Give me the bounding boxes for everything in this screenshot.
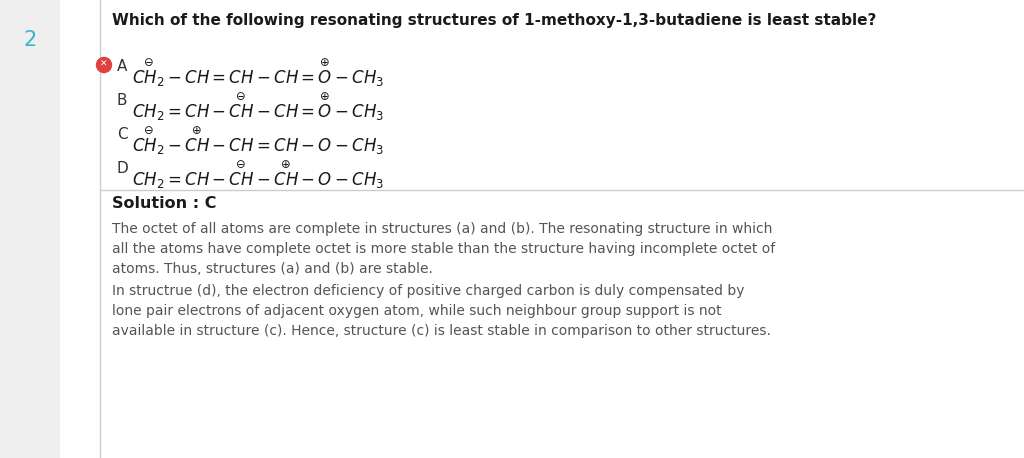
Text: $\overset{\ominus}{CH_2}-CH=CH-CH=\overset{\oplus}{O}-CH_3$: $\overset{\ominus}{CH_2}-CH=CH-CH=\overs… [132, 57, 384, 89]
Text: The octet of all atoms are complete in structures (a) and (b). The resonating st: The octet of all atoms are complete in s… [112, 222, 772, 236]
Text: Which of the following resonating structures of 1-methoxy-1,3-butadiene is least: Which of the following resonating struct… [112, 13, 877, 28]
Text: 2: 2 [24, 30, 37, 50]
Text: $\overset{\ominus}{CH_2}-\overset{\oplus}{CH}-CH=CH-O-CH_3$: $\overset{\ominus}{CH_2}-\overset{\oplus… [132, 125, 384, 157]
FancyBboxPatch shape [0, 0, 60, 458]
Text: $CH_2=CH-\overset{\ominus}{CH}-\overset{\oplus}{CH}-O-CH_3$: $CH_2=CH-\overset{\ominus}{CH}-\overset{… [132, 159, 384, 191]
Text: D: D [117, 161, 129, 176]
Text: all the atoms have complete octet is more stable than the structure having incom: all the atoms have complete octet is mor… [112, 242, 775, 256]
Text: A: A [117, 59, 127, 74]
Text: lone pair electrons of adjacent oxygen atom, while such neighbour group support : lone pair electrons of adjacent oxygen a… [112, 304, 722, 318]
Circle shape [96, 58, 112, 72]
Text: In structrue (d), the electron deficiency of positive charged carbon is duly com: In structrue (d), the electron deficienc… [112, 284, 744, 298]
Text: Solution : C: Solution : C [112, 196, 216, 211]
Text: atoms. Thus, structures (a) and (b) are stable.: atoms. Thus, structures (a) and (b) are … [112, 262, 433, 276]
Text: C: C [117, 127, 128, 142]
Text: B: B [117, 93, 128, 108]
Text: ✕: ✕ [100, 60, 108, 69]
Text: available in structure (c). Hence, structure (c) is least stable in comparison t: available in structure (c). Hence, struc… [112, 324, 771, 338]
Text: $CH_2=CH-\overset{\ominus}{CH}-CH=\overset{\oplus}{O}-CH_3$: $CH_2=CH-\overset{\ominus}{CH}-CH=\overs… [132, 91, 384, 123]
